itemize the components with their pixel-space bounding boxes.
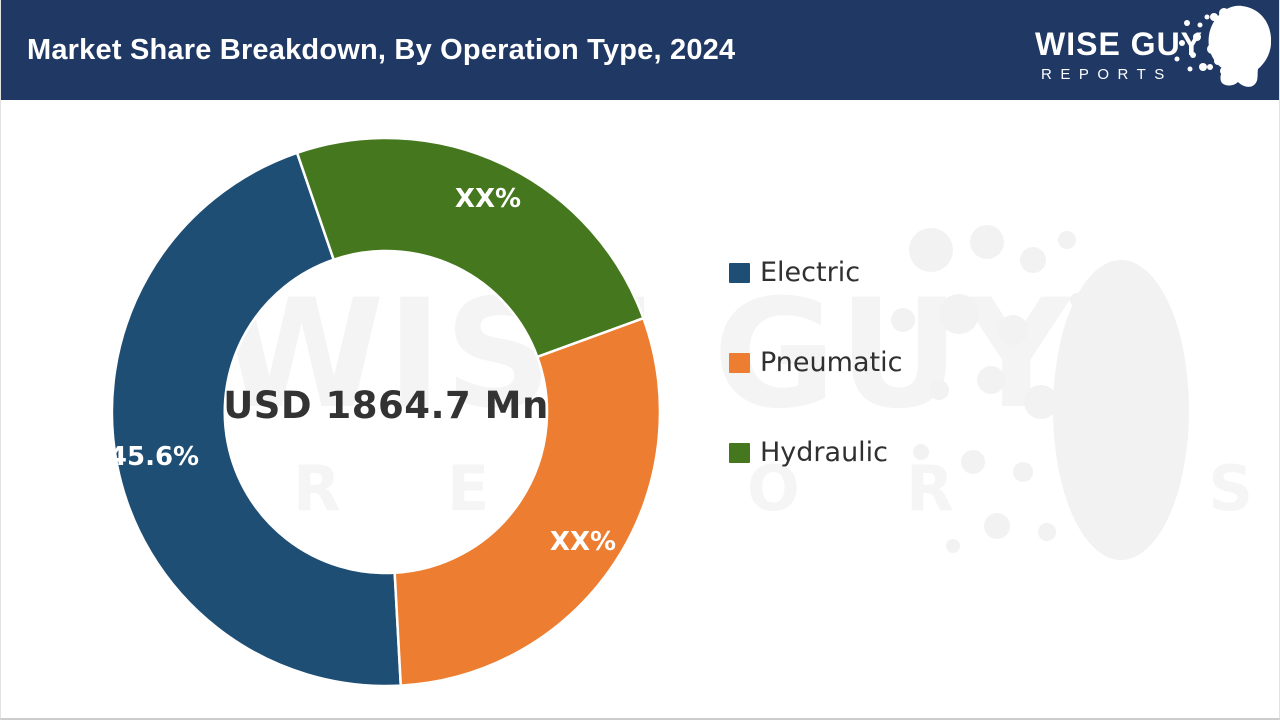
logo-face-icon [1174,5,1271,87]
segment-label-hydraulic: XX% [455,184,521,214]
donut-segment-electric [110,151,403,688]
legend-label: Pneumatic [760,347,903,378]
donut-segment-labels: 45.6% XX% XX% [109,184,616,557]
page-title: Market Share Breakdown, By Operation Typ… [27,33,736,66]
legend-marker-hydraulic [729,442,750,463]
logo-reports-text: REPORTS [1041,66,1173,83]
legend-item-pneumatic: Pneumatic [729,348,902,377]
legend-item-electric: Electric [729,258,902,287]
donut-segment-hydraulic [295,136,645,359]
legend-item-hydraulic: Hydraulic [729,438,902,467]
segment-label-electric: 45.6% [109,442,199,472]
legend-label: Hydraulic [760,437,889,468]
wise-guy-reports-logo: WISE GUY REPORTS [1035,5,1271,87]
legend-marker-pneumatic [729,352,750,373]
donut-segments [110,136,662,688]
segment-label-pneumatic: XX% [550,527,616,557]
donut-center-value: USD 1864.7 Mn [223,384,549,427]
legend-marker-electric [729,262,750,283]
legend-label: Electric [760,257,861,288]
donut-segment-pneumatic [393,316,662,687]
logo-name-text: WISE GUY [1035,26,1203,62]
chart-legend: Electric Pneumatic Hydraulic [729,258,902,467]
header-bar: Market Share Breakdown, By Operation Typ… [1,0,1279,100]
